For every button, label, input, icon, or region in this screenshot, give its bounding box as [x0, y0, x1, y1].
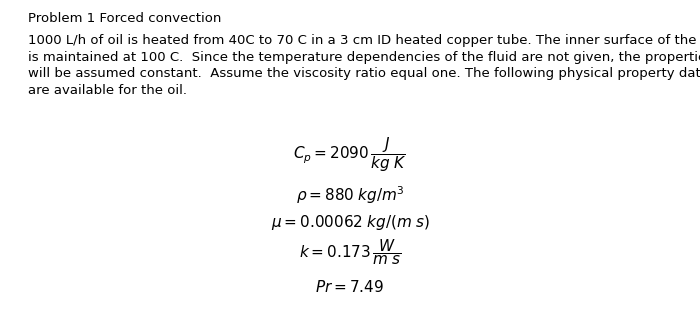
Text: $k = 0.173\,\dfrac{W}{m\;s}$: $k = 0.173\,\dfrac{W}{m\;s}$: [299, 237, 401, 267]
Text: is maintained at 100 C.  Since the temperature dependencies of the fluid are not: is maintained at 100 C. Since the temper…: [28, 50, 700, 64]
Text: are available for the oil.: are available for the oil.: [28, 83, 187, 96]
Text: 1000 L/h of oil is heated from 40C to 70 C in a 3 cm ID heated copper tube. The : 1000 L/h of oil is heated from 40C to 70…: [28, 34, 700, 47]
Text: $Pr = 7.49$: $Pr = 7.49$: [316, 279, 384, 295]
Text: $C_p = 2090\,\dfrac{J}{kg\;K}$: $C_p = 2090\,\dfrac{J}{kg\;K}$: [293, 136, 407, 174]
Text: $\mu = 0.00062\; kg/(m\; s)$: $\mu = 0.00062\; kg/(m\; s)$: [270, 214, 430, 232]
Text: Problem 1 Forced convection: Problem 1 Forced convection: [28, 12, 221, 25]
Text: $\rho = 880\; kg/m^3$: $\rho = 880\; kg/m^3$: [295, 184, 405, 206]
Text: will be assumed constant.  Assume the viscosity ratio equal one. The following p: will be assumed constant. Assume the vis…: [28, 67, 700, 80]
